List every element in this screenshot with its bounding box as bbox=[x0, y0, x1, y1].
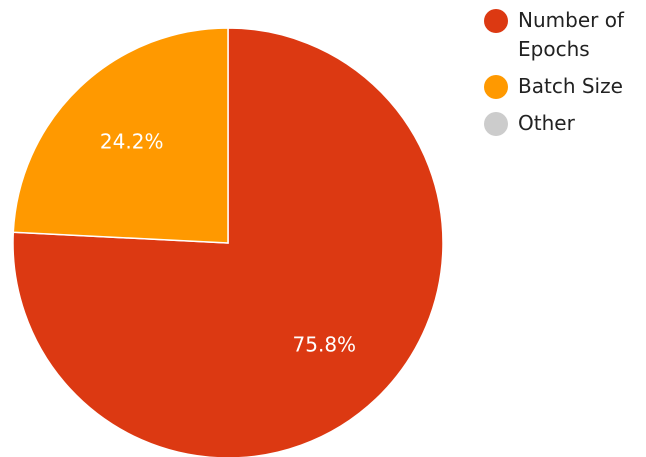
slice-label-batch-size: 24.2% bbox=[100, 130, 164, 154]
legend-item-number-of-epochs[interactable]: Number of Epochs bbox=[484, 6, 644, 64]
pie-slice-batch-size[interactable] bbox=[12, 27, 229, 244]
legend-item-other[interactable]: Other bbox=[484, 109, 644, 138]
legend-label-other: Other bbox=[518, 111, 575, 135]
legend-label-batch-size: Batch Size bbox=[518, 74, 623, 98]
legend-swatch-other bbox=[484, 112, 508, 136]
legend-label-number-of-epochs: Number of Epochs bbox=[518, 8, 624, 61]
pie-slices bbox=[12, 27, 444, 457]
slice-label-number-of-epochs: 75.8% bbox=[293, 332, 357, 356]
legend-swatch-batch-size bbox=[484, 75, 508, 99]
legend-item-batch-size[interactable]: Batch Size bbox=[484, 72, 644, 101]
pie-slice-number-of-epochs[interactable] bbox=[12, 27, 444, 457]
legend-swatch-number-of-epochs bbox=[484, 9, 508, 33]
chart-legend: Number of Epochs Batch Size Other bbox=[484, 6, 644, 146]
pie-slice-labels: 75.8% 24.2% bbox=[100, 130, 356, 357]
